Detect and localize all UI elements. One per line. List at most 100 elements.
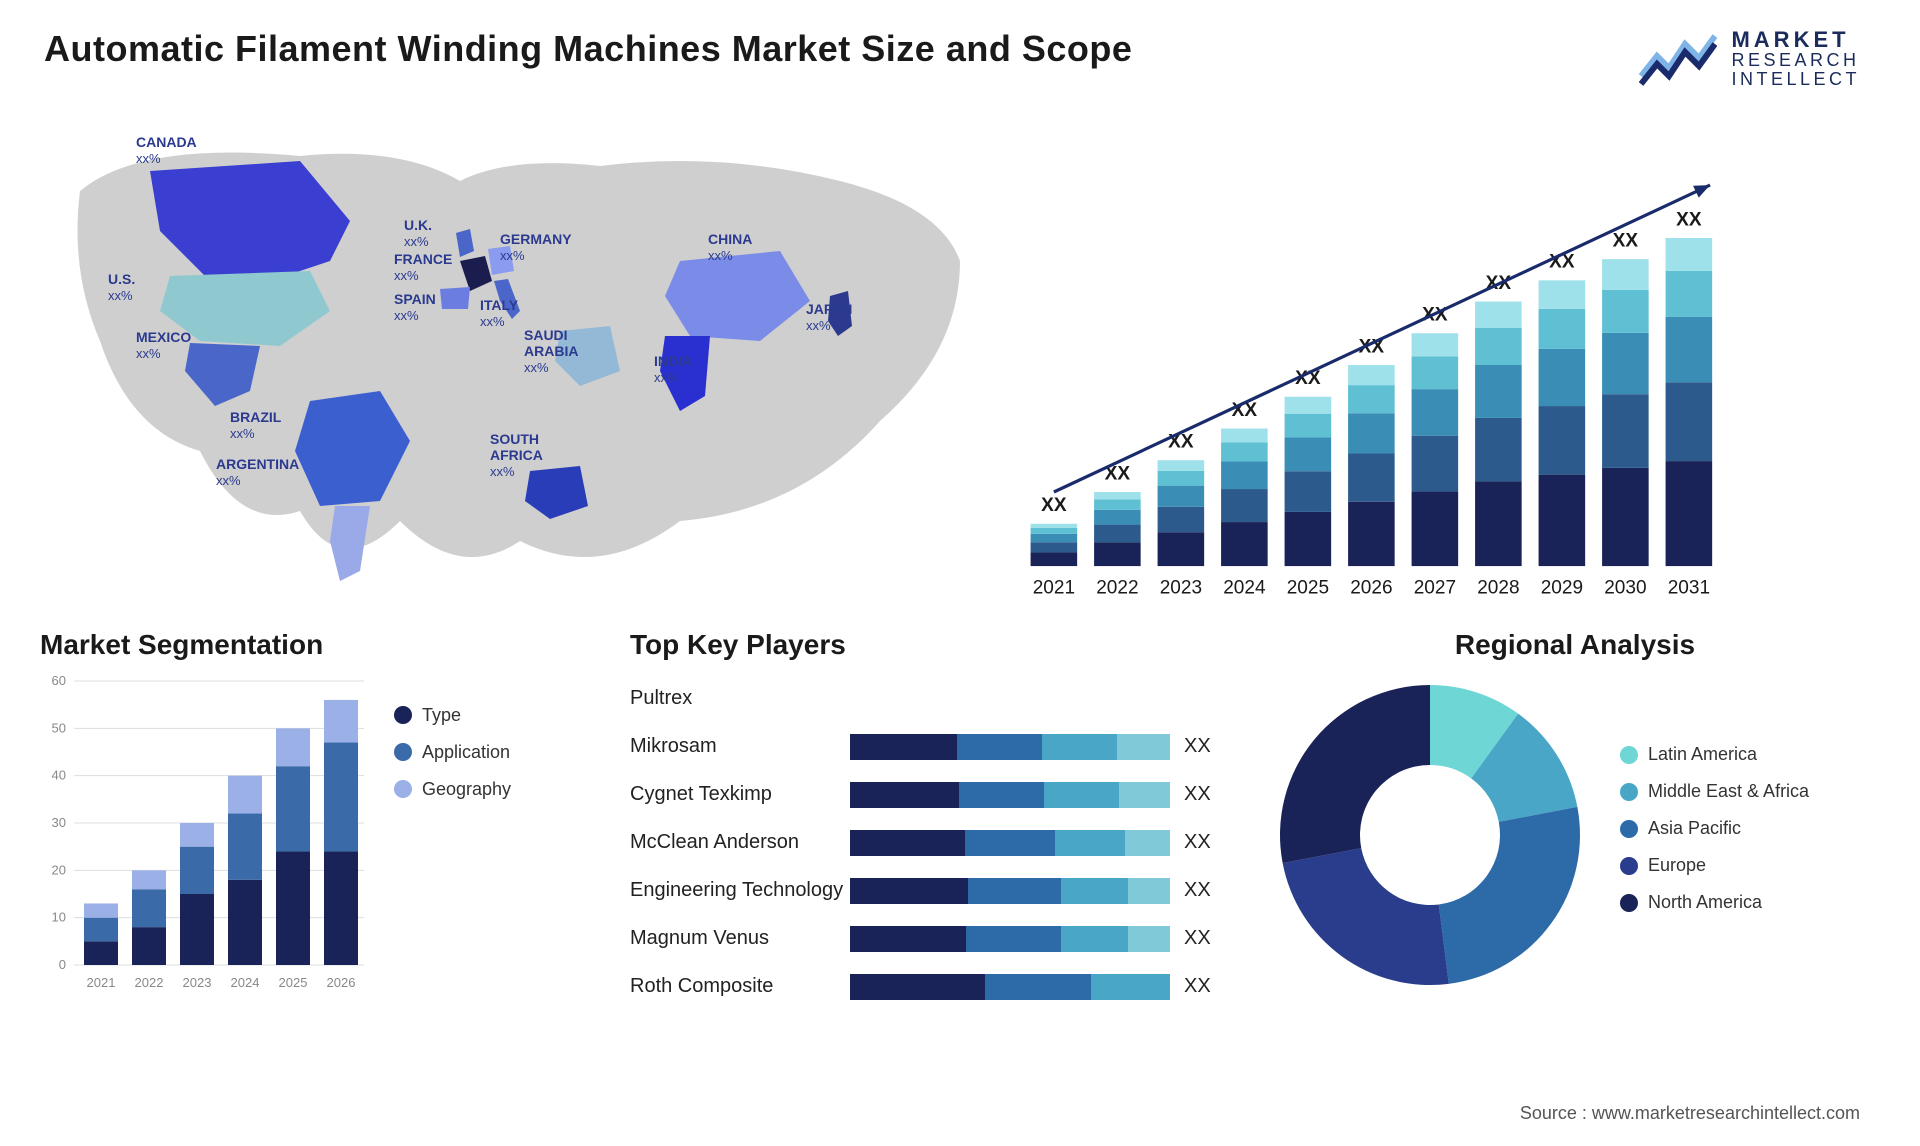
players-panel: Top Key Players PultrexMikrosamXXCygnet … xyxy=(630,629,1250,1011)
svg-text:XX: XX xyxy=(1676,209,1702,230)
svg-text:2024: 2024 xyxy=(1223,577,1266,598)
svg-text:2025: 2025 xyxy=(279,975,308,990)
region-legend-item: Middle East & Africa xyxy=(1620,781,1809,802)
segmentation-panel: Market Segmentation 0 10 20 30 40 50 60 2021 202… xyxy=(40,629,610,995)
players-title: Top Key Players xyxy=(630,629,1250,661)
player-bar xyxy=(850,830,1170,856)
map-label-india: INDIAxx% xyxy=(654,353,692,386)
player-name: Mikrosam xyxy=(630,735,850,758)
player-row: Cygnet Texkimp XX xyxy=(630,771,1250,819)
donut-slice-europe xyxy=(1283,848,1449,985)
seg-legend-application: Application xyxy=(394,742,511,763)
map-label-u-k-: U.K.xx% xyxy=(404,217,432,250)
segmentation-legend: Type Application Geography xyxy=(394,675,511,816)
svg-text:2021: 2021 xyxy=(1033,577,1075,598)
svg-text:2022: 2022 xyxy=(1096,577,1138,598)
player-bar xyxy=(850,782,1170,808)
map-label-mexico: MEXICOxx% xyxy=(136,329,191,362)
legend-swatch-icon xyxy=(394,780,412,798)
player-name: Magnum Venus xyxy=(630,927,850,950)
player-bar xyxy=(850,974,1170,1000)
regional-panel: Regional Analysis Latin America Middle Ea… xyxy=(1270,629,1880,995)
svg-text:2031: 2031 xyxy=(1668,577,1710,598)
donut-slice-north-america xyxy=(1280,685,1430,863)
player-bar xyxy=(850,878,1170,904)
player-value: XX xyxy=(1184,927,1211,950)
map-label-u-s-: U.S.xx% xyxy=(108,271,135,304)
player-row: Magnum Venus XX xyxy=(630,915,1250,963)
svg-text:2021: 2021 xyxy=(87,975,116,990)
donut-slice-asia-pacific xyxy=(1439,807,1580,984)
region-legend-item: Asia Pacific xyxy=(1620,818,1809,839)
source-attribution: Source : www.marketresearchintellect.com xyxy=(1520,1103,1860,1124)
svg-text:50: 50 xyxy=(52,720,66,735)
player-row: Engineering TechnologyXX xyxy=(630,867,1250,915)
logo-text: MARKET RESEARCH INTELLECT xyxy=(1731,28,1860,89)
map-label-china: CHINAxx% xyxy=(708,231,752,264)
svg-text:0: 0 xyxy=(59,957,66,972)
segmentation-title: Market Segmentation xyxy=(40,629,610,661)
legend-swatch-icon xyxy=(1620,857,1638,875)
map-label-brazil: BRAZILxx% xyxy=(230,409,281,442)
svg-text:2025: 2025 xyxy=(1287,577,1329,598)
player-row: Mikrosam XX xyxy=(630,723,1250,771)
bottom-panels: Market Segmentation 0 10 20 30 40 50 60 2021 202… xyxy=(0,619,1920,1059)
svg-text:60: 60 xyxy=(52,675,66,688)
player-value: XX xyxy=(1184,783,1211,806)
growth-chart-panel: XX2021XX2022XX2023XX2024XX2025XX2026XX20… xyxy=(1020,111,1880,619)
world-map-panel: CANADAxx%U.S.xx%MEXICOxx%BRAZILxx%ARGENT… xyxy=(40,111,1000,619)
map-label-japan: JAPANxx% xyxy=(806,301,852,334)
brand-logo: MARKET RESEARCH INTELLECT xyxy=(1639,28,1860,89)
legend-swatch-icon xyxy=(1620,746,1638,764)
legend-swatch-icon xyxy=(394,743,412,761)
svg-text:2028: 2028 xyxy=(1477,577,1519,598)
player-value: XX xyxy=(1184,735,1211,758)
regional-donut-svg xyxy=(1270,675,1590,995)
player-name: Roth Composite xyxy=(630,975,850,998)
logo-mark-icon xyxy=(1639,28,1717,88)
seg-legend-geography: Geography xyxy=(394,779,511,800)
player-bar xyxy=(850,926,1170,952)
svg-text:2026: 2026 xyxy=(1350,577,1392,598)
map-label-spain: SPAINxx% xyxy=(394,291,436,324)
legend-swatch-icon xyxy=(1620,783,1638,801)
svg-text:2023: 2023 xyxy=(183,975,212,990)
player-bar xyxy=(850,734,1170,760)
players-list: PultrexMikrosamXXCygnet TexkimpXXMcClean… xyxy=(630,675,1250,1011)
regional-legend: Latin America Middle East & Africa Asia Pa… xyxy=(1620,740,1809,929)
svg-text:2029: 2029 xyxy=(1541,577,1583,598)
svg-text:20: 20 xyxy=(52,862,66,877)
player-name: Pultrex xyxy=(630,687,850,710)
legend-swatch-icon xyxy=(1620,820,1638,838)
svg-text:2023: 2023 xyxy=(1160,577,1202,598)
page-title: Automatic Filament Winding Machines Mark… xyxy=(44,28,1132,70)
map-label-italy: ITALYxx% xyxy=(480,297,518,330)
map-label-france: FRANCExx% xyxy=(394,251,452,284)
player-name: McClean Anderson xyxy=(630,831,850,854)
player-value: XX xyxy=(1184,831,1211,854)
regional-title: Regional Analysis xyxy=(1270,629,1880,661)
legend-swatch-icon xyxy=(1620,894,1638,912)
region-legend-item: Latin America xyxy=(1620,744,1809,765)
svg-text:XX: XX xyxy=(1168,431,1194,452)
svg-text:40: 40 xyxy=(52,768,66,783)
svg-text:2027: 2027 xyxy=(1414,577,1456,598)
svg-text:2024: 2024 xyxy=(231,975,260,990)
country-spain xyxy=(440,287,470,309)
svg-text:30: 30 xyxy=(52,815,66,830)
legend-swatch-icon xyxy=(394,706,412,724)
player-name: Cygnet Texkimp xyxy=(630,783,850,806)
svg-text:10: 10 xyxy=(52,910,66,925)
player-name: Engineering Technology xyxy=(630,879,850,902)
player-row: McClean Anderson XX xyxy=(630,819,1250,867)
player-row: Roth CompositeXX xyxy=(630,963,1250,1011)
map-label-saudi-arabia: SAUDIARABIAxx% xyxy=(524,327,578,376)
map-label-canada: CANADAxx% xyxy=(136,134,197,167)
map-label-south-africa: SOUTHAFRICAxx% xyxy=(490,431,543,480)
map-label-germany: GERMANYxx% xyxy=(500,231,572,264)
svg-text:2030: 2030 xyxy=(1604,577,1646,598)
player-row: Pultrex xyxy=(630,675,1250,723)
growth-chart-svg: XX2021XX2022XX2023XX2024XX2025XX2026XX20… xyxy=(1020,111,1880,619)
seg-legend-type: Type xyxy=(394,705,511,726)
region-legend-item: Europe xyxy=(1620,855,1809,876)
